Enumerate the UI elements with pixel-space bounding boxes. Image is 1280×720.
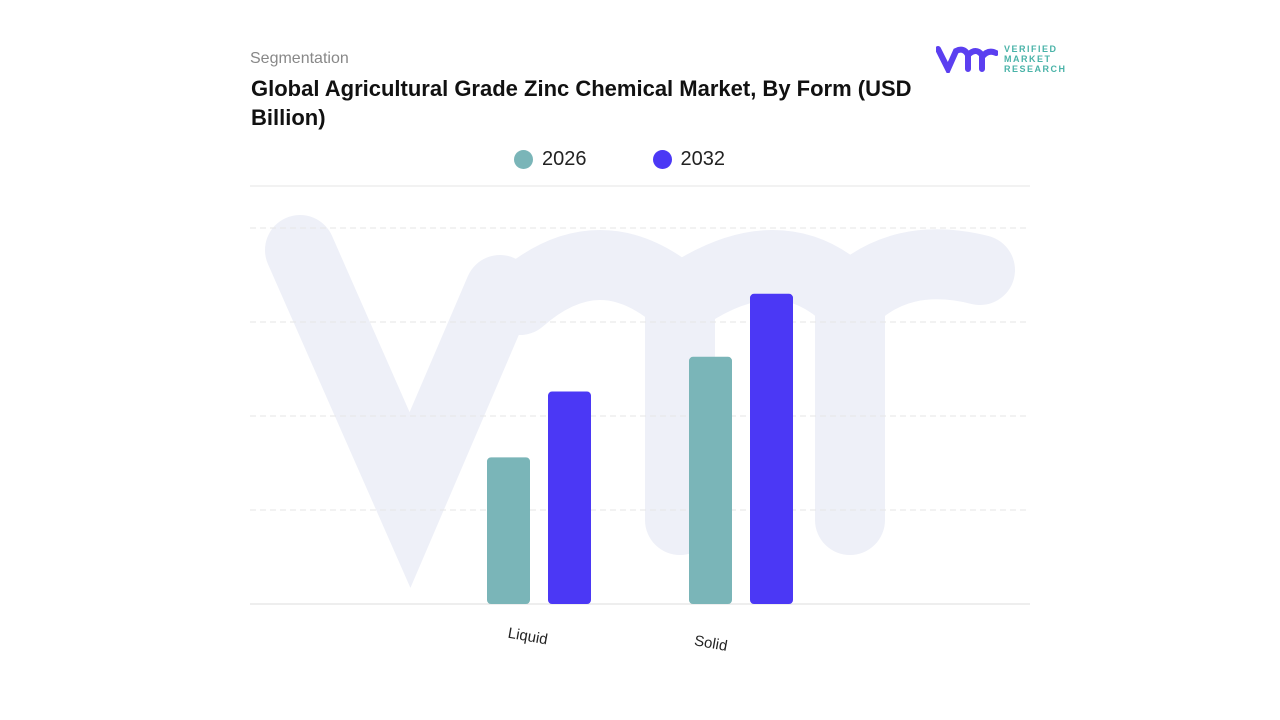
legend-item-2026: 2026 [514,148,587,171]
bar-solid-2032 [750,293,793,604]
watermark [265,215,1015,588]
subtitle: Segmentation [250,50,349,67]
legend-swatch-2026 [514,150,533,169]
legend: 2026 2032 [514,148,725,171]
legend-label: 2032 [680,148,726,170]
x-tick-label-liquid: Liquid [507,625,549,649]
bar-solid-2026 [689,356,732,604]
bar-liquid-2026 [487,457,530,604]
logo: VERIFIED MARKET RESEARCH [936,44,1067,74]
vmr-logo-icon [936,46,998,73]
chart-title: Global Agricultural Grade Zinc Chemical … [251,76,912,130]
legend-swatch-2032 [652,150,672,169]
bar-liquid-2032 [548,391,591,604]
logo-text: VERIFIED MARKET RESEARCH [1004,44,1067,74]
legend-item-2032: 2032 [652,148,726,171]
legend-label: 2026 [542,148,587,170]
x-tick-label-solid: Solid [693,632,729,655]
